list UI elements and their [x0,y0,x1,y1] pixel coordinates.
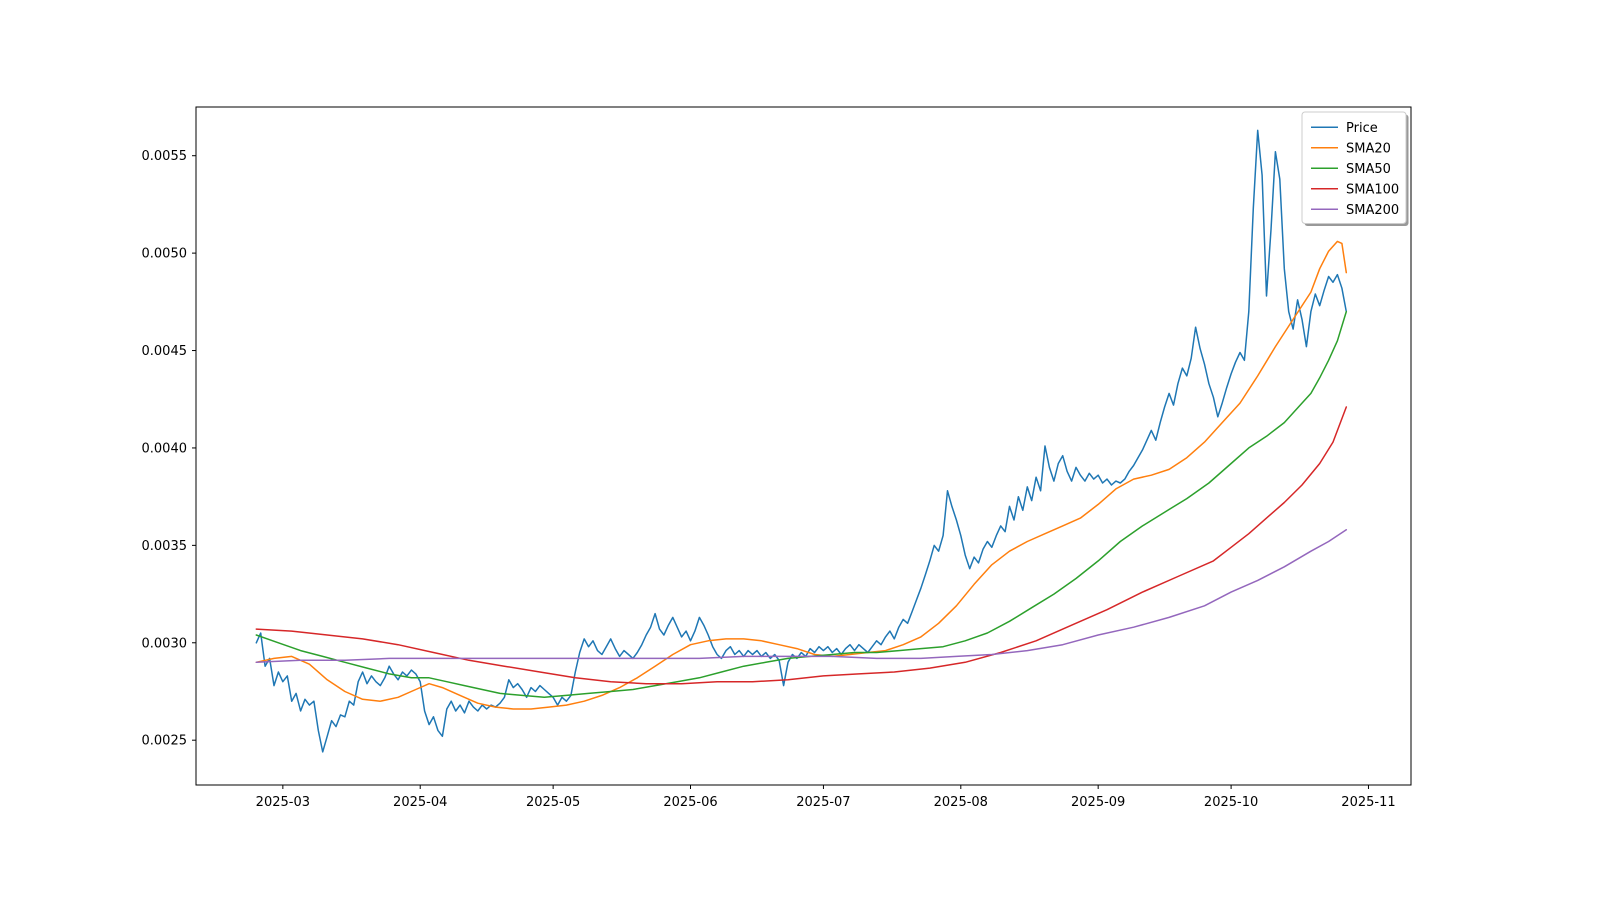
legend-item-sma200: SMA200 [1311,203,1399,218]
legend-label: SMA20 [1346,141,1391,156]
x-tick-label: 2025-06 [663,795,717,810]
x-tick-label: 2025-10 [1204,795,1258,810]
legend-item-sma100: SMA100 [1311,182,1399,197]
y-tick-label: 0.0030 [142,636,188,651]
series-line-sma200 [255,529,1348,664]
y-axis: 0.0025 0.0030 0.0035 0.0040 0.0045 0.0050 0.00… [142,149,196,749]
legend-frame [1301,111,1407,224]
legend: Price SMA20 SMA50 SMA100 SMA200 [1301,111,1409,226]
x-tick-label: 2025-08 [934,795,988,810]
x-tick-label: 2025-07 [796,795,850,810]
legend-label: SMA50 [1346,162,1391,177]
y-tick-label: 0.0040 [142,441,188,456]
y-tick-label: 0.0035 [142,539,188,554]
series-group [255,129,1348,753]
x-tick-label: 2025-04 [393,795,447,810]
legend-label: SMA200 [1346,203,1399,218]
legend-item-sma20: SMA20 [1311,141,1391,156]
y-tick-label: 0.0050 [142,247,188,262]
legend-label: Price [1346,121,1378,136]
x-tick-label: 2025-03 [256,795,310,810]
series-line-price [255,129,1348,753]
y-tick-label: 0.0055 [142,149,188,164]
y-tick-label: 0.0025 [142,734,188,749]
x-axis: 2025-03 2025-04 2025-05 2025-06 2025-07 2025-… [256,785,1396,810]
legend-label: SMA100 [1346,182,1399,197]
legend-item-sma50: SMA50 [1311,162,1391,177]
series-line-sma50 [255,310,1348,699]
x-tick-label: 2025-09 [1071,795,1125,810]
x-tick-label: 2025-05 [526,795,580,810]
x-tick-label: 2025-11 [1341,795,1395,810]
plot-area [195,106,1412,786]
y-tick-label: 0.0045 [142,344,188,359]
legend-item-price: Price [1311,121,1378,136]
